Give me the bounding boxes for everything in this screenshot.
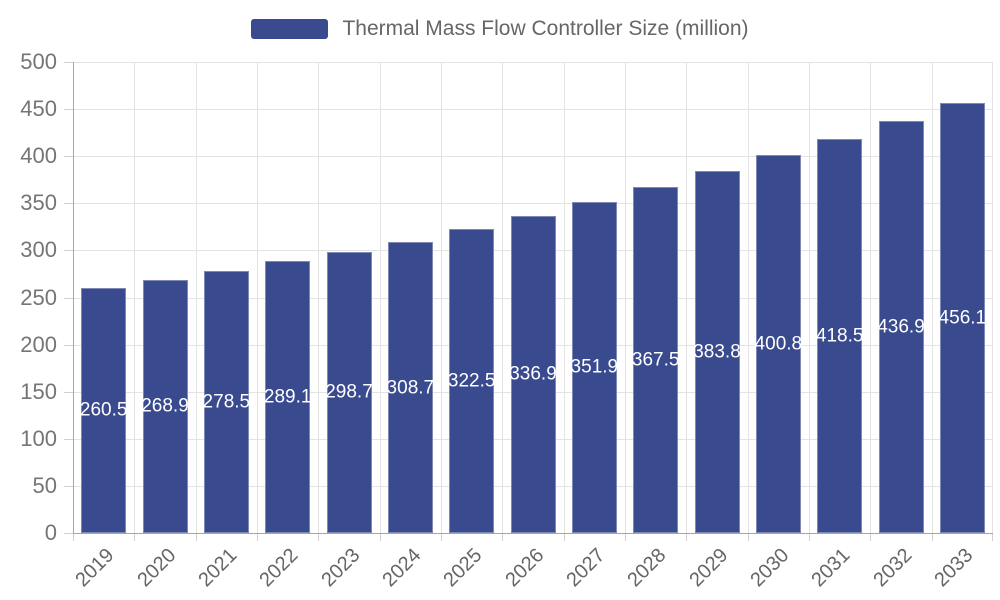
x-tick-label: 2025 xyxy=(439,544,487,592)
bar xyxy=(326,251,372,533)
bar xyxy=(571,201,617,533)
gridline-v xyxy=(318,62,320,533)
y-tick-label: 0 xyxy=(44,520,57,545)
bar xyxy=(939,103,985,533)
x-tick-label: 2019 xyxy=(71,544,119,592)
bar xyxy=(878,121,924,533)
gridline-h xyxy=(73,156,993,158)
gridline-v xyxy=(134,62,136,533)
bar xyxy=(510,215,556,533)
x-tick-label: 2030 xyxy=(746,544,794,592)
x-tick xyxy=(870,533,872,541)
bar xyxy=(265,260,311,533)
gridline-v xyxy=(870,62,872,533)
y-tick xyxy=(64,485,73,487)
x-tick xyxy=(379,533,381,541)
x-tick-label: 2029 xyxy=(684,544,732,592)
bar xyxy=(203,270,249,533)
gridline-v xyxy=(379,62,381,533)
y-tick xyxy=(64,203,73,205)
x-tick xyxy=(134,533,136,541)
gridline-v xyxy=(257,62,258,533)
gridline-v xyxy=(563,62,565,533)
bar xyxy=(817,138,863,533)
x-tick-label: 2026 xyxy=(500,544,548,592)
x-tick xyxy=(257,533,258,541)
y-tick-label: 250 xyxy=(20,284,57,310)
bar xyxy=(449,229,495,533)
x-tick xyxy=(809,533,810,541)
x-tick xyxy=(563,533,565,541)
y-tick xyxy=(64,297,73,299)
gridline-v xyxy=(686,62,688,533)
gridline-v xyxy=(625,62,626,533)
y-tick xyxy=(64,438,73,440)
bar xyxy=(755,155,801,533)
x-tick xyxy=(686,533,688,541)
x-tick-label: 2022 xyxy=(255,544,303,592)
gridline-h xyxy=(73,62,993,63)
gridline-v xyxy=(441,62,442,533)
x-tick xyxy=(195,533,197,541)
y-axis-line xyxy=(73,62,74,533)
y-tick xyxy=(64,344,73,346)
gridline-v xyxy=(195,62,197,533)
x-tick xyxy=(502,533,504,541)
bar xyxy=(694,171,740,533)
y-tick xyxy=(64,391,73,393)
x-axis-line xyxy=(73,533,993,534)
bar xyxy=(142,279,188,533)
y-tick-label: 50 xyxy=(32,472,57,498)
y-tick xyxy=(64,533,73,534)
x-tick xyxy=(73,533,74,541)
y-tick-label: 300 xyxy=(20,237,57,263)
legend-label: Thermal Mass Flow Controller Size (milli… xyxy=(342,17,749,40)
x-tick-label: 2032 xyxy=(868,544,916,592)
bar xyxy=(633,186,679,533)
y-tick-label: 500 xyxy=(20,49,57,74)
x-tick xyxy=(441,533,442,541)
x-tick xyxy=(625,533,626,541)
legend: Thermal Mass Flow Controller Size (milli… xyxy=(0,16,1000,42)
legend-item[interactable]: Thermal Mass Flow Controller Size (milli… xyxy=(251,16,749,42)
gridline-v xyxy=(502,62,504,533)
x-tick-label: 2020 xyxy=(132,544,180,592)
x-tick xyxy=(931,533,933,541)
x-tick-label: 2024 xyxy=(378,544,426,592)
x-tick-label: 2021 xyxy=(194,544,242,592)
y-tick xyxy=(64,62,73,63)
gridline-h xyxy=(73,109,993,111)
gridline-v xyxy=(931,62,933,533)
bar xyxy=(387,242,433,533)
bar xyxy=(81,287,127,533)
gridline-h xyxy=(73,203,993,205)
x-tick xyxy=(318,533,320,541)
y-tick xyxy=(64,109,73,111)
gridline-v xyxy=(809,62,810,533)
y-tick-label: 200 xyxy=(20,331,57,357)
x-tick-label: 2028 xyxy=(623,544,671,592)
y-tick-label: 100 xyxy=(20,425,57,451)
x-tick-label: 2023 xyxy=(316,544,364,592)
gridline-v xyxy=(992,62,993,533)
x-tick-label: 2033 xyxy=(930,544,978,592)
legend-swatch xyxy=(251,19,329,39)
gridline-v xyxy=(747,62,749,533)
x-tick-label: 2031 xyxy=(807,544,855,592)
x-tick xyxy=(747,533,749,541)
x-tick-label: 2027 xyxy=(562,544,610,592)
y-tick-label: 450 xyxy=(20,96,57,122)
y-tick xyxy=(64,156,73,158)
plot-area: 260.5 268.9 278.5 289.1 298.7 308.7 322.5 336.9… xyxy=(20,51,993,591)
y-tick-label: 400 xyxy=(20,143,57,169)
y-tick-label: 350 xyxy=(20,190,57,216)
x-tick xyxy=(992,533,993,541)
y-tick-label: 150 xyxy=(20,378,57,404)
y-tick xyxy=(64,250,73,252)
